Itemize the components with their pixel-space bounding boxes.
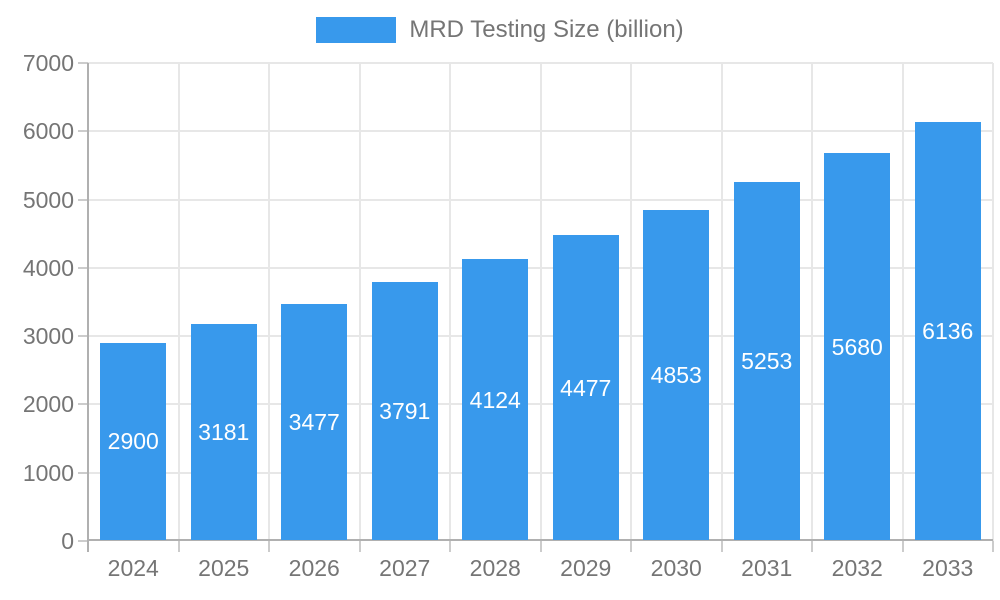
y-tick-label: 7000: [22, 50, 74, 76]
gridline-vertical: [992, 63, 994, 541]
y-axis-tick: [78, 130, 88, 133]
bar-2024[interactable]: [100, 342, 167, 540]
x-tick-label: 2032: [831, 555, 883, 581]
bar-2031[interactable]: [733, 182, 800, 540]
bar-value-label: 4477: [560, 374, 612, 401]
x-tick-label: 2031: [741, 555, 793, 581]
y-axis-line: [87, 63, 89, 552]
x-tick-label: 2024: [107, 555, 159, 581]
x-axis-tick: [992, 541, 994, 552]
gridline-vertical: [539, 63, 542, 541]
y-axis-tick: [78, 471, 88, 474]
bar-value-label: 5680: [831, 333, 883, 360]
y-tick-label: 1000: [22, 459, 74, 486]
x-tick-label: 2033: [922, 555, 974, 581]
gridline-vertical: [630, 63, 632, 541]
bar-value-label: 6136: [922, 317, 974, 344]
x-axis-tick: [901, 541, 904, 552]
gridline-vertical: [449, 63, 451, 541]
x-tick-label: 2030: [650, 555, 702, 581]
x-axis-tick: [811, 541, 813, 552]
x-tick-label: 2025: [198, 555, 250, 581]
gridline-vertical: [901, 63, 904, 541]
y-axis-tick: [78, 266, 88, 269]
y-tick-label: 5000: [22, 186, 74, 213]
x-axis-tick: [358, 541, 361, 552]
gridline-vertical: [177, 63, 180, 541]
bar-2029[interactable]: [552, 235, 619, 540]
y-axis-tick: [78, 335, 88, 338]
y-axis-tick: [78, 62, 88, 64]
y-tick-label: 3000: [22, 323, 74, 350]
x-axis-tick: [630, 541, 632, 552]
bar-2027[interactable]: [371, 282, 438, 540]
y-tick-label: 4000: [22, 254, 74, 281]
x-axis-tick: [268, 541, 270, 552]
x-axis-tick: [177, 541, 180, 552]
y-axis-tick: [78, 540, 88, 542]
y-tick-label: 0: [61, 528, 74, 554]
bar-2030[interactable]: [643, 209, 710, 540]
bar-value-label: 4124: [469, 386, 521, 413]
bar-value-label: 3477: [288, 408, 340, 435]
bar-2028[interactable]: [462, 259, 529, 540]
bar-value-label: 5253: [741, 348, 793, 375]
bar-2026[interactable]: [281, 303, 348, 540]
legend-label: MRD Testing Size (billion): [409, 16, 684, 43]
bar-value-label: 3181: [198, 418, 250, 445]
gridline-vertical: [720, 63, 723, 541]
x-axis-line: [88, 539, 993, 541]
bar-2025[interactable]: [190, 323, 257, 540]
bar-value-label: 4853: [650, 361, 702, 388]
bar-value-label: 2900: [107, 428, 159, 455]
gridline-vertical: [358, 63, 361, 541]
x-axis-tick: [449, 541, 451, 552]
bar-value-label: 3791: [379, 398, 431, 425]
x-tick-label: 2029: [560, 555, 612, 581]
chart-legend[interactable]: MRD Testing Size (billion): [0, 17, 1000, 43]
gridline-vertical: [811, 63, 813, 541]
x-axis-tick: [539, 541, 542, 552]
x-tick-label: 2028: [469, 555, 521, 581]
y-axis-tick: [78, 198, 88, 201]
bar-2033[interactable]: [914, 121, 981, 540]
bar-2032[interactable]: [824, 153, 891, 540]
x-tick-label: 2026: [288, 555, 340, 581]
x-tick-label: 2027: [379, 555, 431, 581]
gridline-vertical: [268, 63, 270, 541]
legend-swatch-icon: [316, 17, 397, 43]
x-axis-tick: [720, 541, 723, 552]
plot-area: 2900 3181 3477 3791 4124 4477 4853 5253 5680 6136: [87, 62, 994, 552]
y-axis-tick: [78, 403, 88, 406]
y-tick-label: 6000: [22, 118, 74, 145]
y-tick-label: 2000: [22, 391, 74, 418]
